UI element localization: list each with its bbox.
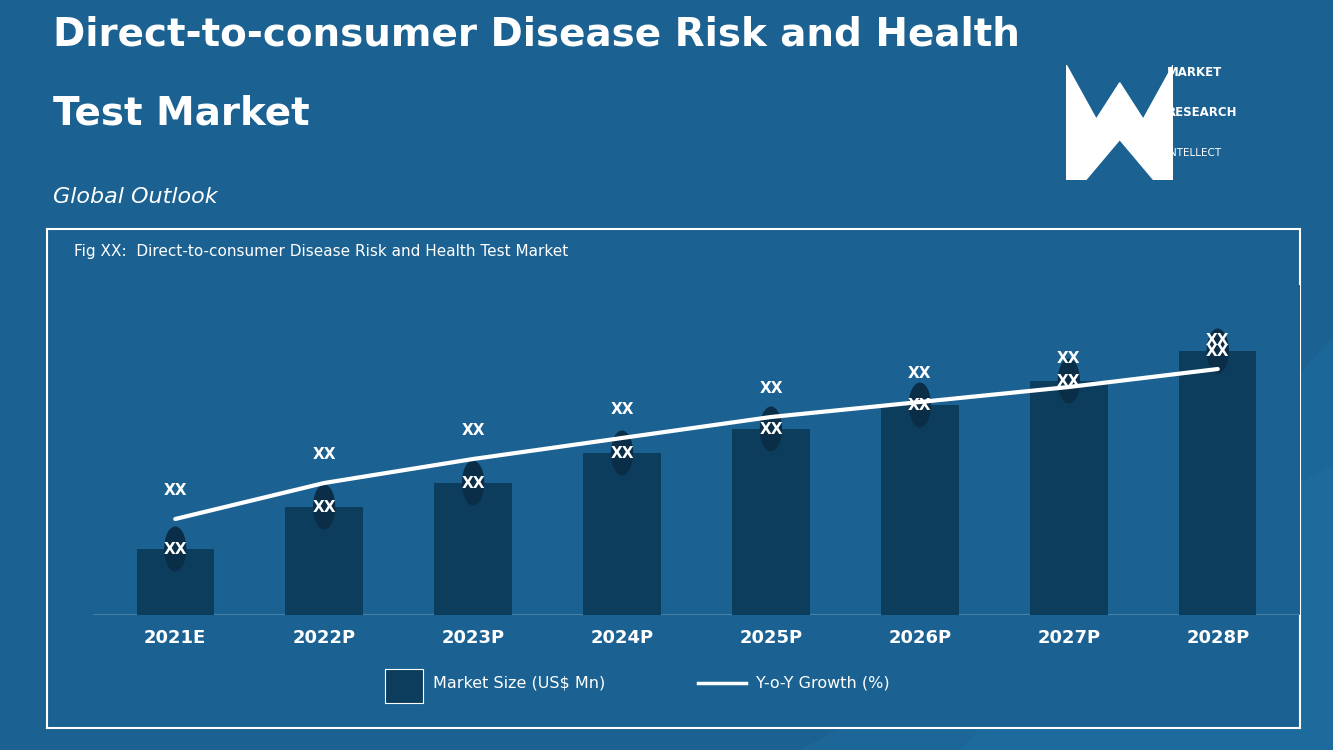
Circle shape: [611, 430, 633, 476]
Text: XX: XX: [164, 542, 187, 556]
Text: XX: XX: [164, 483, 187, 498]
Text: XX: XX: [461, 423, 485, 438]
Text: Fig XX:  Direct-to-consumer Disease Risk and Health Test Market: Fig XX: Direct-to-consumer Disease Risk …: [75, 244, 568, 259]
Text: Test Market: Test Market: [53, 94, 311, 133]
Circle shape: [909, 382, 930, 427]
Circle shape: [1057, 358, 1080, 404]
Text: XX: XX: [1057, 374, 1081, 388]
Text: XX: XX: [760, 422, 782, 436]
Text: XX: XX: [1206, 333, 1229, 348]
Text: Market Size (US$ Mn): Market Size (US$ Mn): [433, 675, 605, 690]
Text: XX: XX: [611, 402, 633, 417]
Bar: [136, 549, 215, 615]
Circle shape: [760, 406, 782, 451]
Bar: [1030, 381, 1108, 615]
Circle shape: [1206, 328, 1229, 374]
Text: XX: XX: [760, 381, 782, 396]
Bar: [732, 429, 809, 615]
Text: XX: XX: [312, 500, 336, 514]
Bar: [1180, 351, 1257, 615]
Text: INTELLECT: INTELLECT: [1166, 148, 1221, 158]
Text: XX: XX: [1057, 351, 1081, 366]
Text: Forecast and Y-O-Y Growth, 2021-2028: Forecast and Y-O-Y Growth, 2021-2028: [75, 286, 408, 301]
Text: XX: XX: [312, 447, 336, 462]
Text: XX: XX: [908, 366, 932, 381]
Text: MARKET: MARKET: [1166, 65, 1221, 79]
Bar: [435, 483, 512, 615]
Text: Global Outlook: Global Outlook: [53, 188, 217, 207]
Circle shape: [463, 460, 484, 506]
Text: Y-o-Y Growth (%): Y-o-Y Growth (%): [756, 675, 889, 690]
Circle shape: [164, 526, 187, 572]
Polygon shape: [1066, 65, 1173, 180]
Bar: [285, 507, 363, 615]
Circle shape: [313, 484, 336, 530]
Bar: [881, 405, 958, 615]
Polygon shape: [960, 338, 1333, 750]
Text: XX: XX: [611, 446, 633, 460]
FancyBboxPatch shape: [385, 669, 423, 704]
Text: Direct-to-consumer Disease Risk and Health: Direct-to-consumer Disease Risk and Heal…: [53, 15, 1020, 53]
Text: XX: XX: [461, 476, 485, 490]
Text: RESEARCH: RESEARCH: [1166, 106, 1237, 119]
Polygon shape: [800, 465, 1333, 750]
Text: XX: XX: [1206, 344, 1229, 358]
Text: XX: XX: [908, 398, 932, 412]
Bar: [584, 453, 661, 615]
